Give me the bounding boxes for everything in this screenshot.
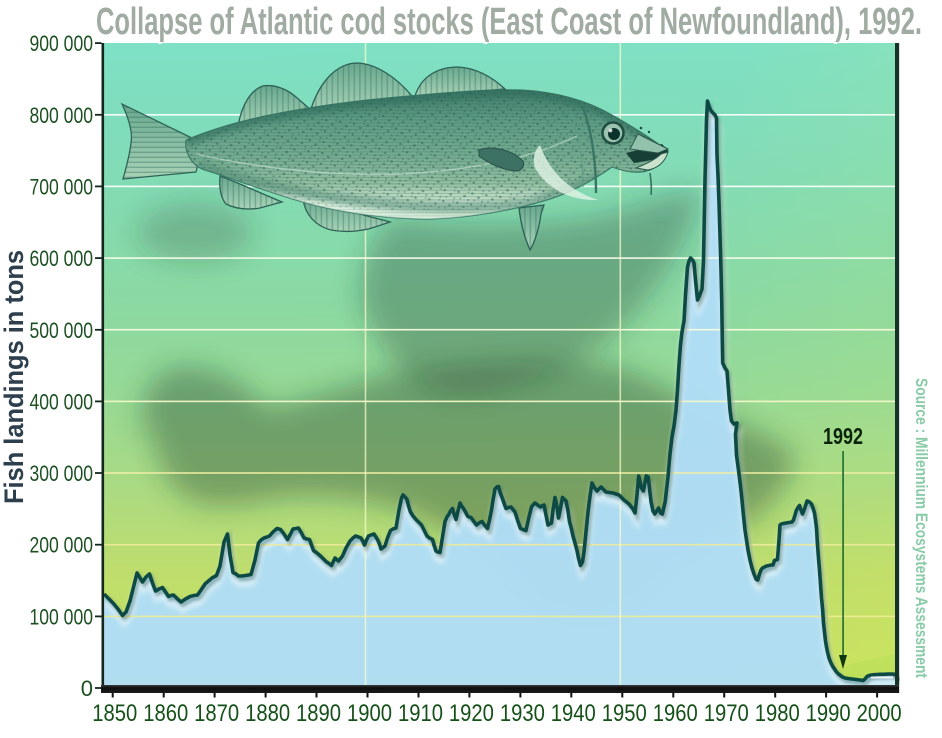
svg-text:1890: 1890 bbox=[296, 700, 341, 727]
svg-text:400 000: 400 000 bbox=[30, 389, 94, 414]
svg-text:1900: 1900 bbox=[347, 700, 392, 727]
svg-text:1860: 1860 bbox=[143, 700, 188, 727]
svg-text:1992: 1992 bbox=[823, 423, 863, 449]
svg-text:1910: 1910 bbox=[398, 700, 443, 727]
svg-text:1980: 1980 bbox=[755, 700, 800, 727]
svg-text:800 000: 800 000 bbox=[30, 103, 94, 128]
svg-text:300 000: 300 000 bbox=[30, 461, 94, 486]
svg-text:200 000: 200 000 bbox=[30, 533, 94, 558]
svg-text:600 000: 600 000 bbox=[30, 246, 94, 271]
svg-text:1950: 1950 bbox=[602, 700, 647, 727]
svg-text:1850: 1850 bbox=[92, 700, 137, 727]
svg-text:1940: 1940 bbox=[551, 700, 596, 727]
svg-text:1880: 1880 bbox=[245, 700, 290, 727]
svg-text:Fish landings in tons: Fish landings in tons bbox=[0, 250, 29, 504]
svg-text:Source : Millennium Ecosystems: Source : Millennium Ecosystems Assessmen… bbox=[912, 378, 931, 678]
svg-text:1930: 1930 bbox=[500, 700, 545, 727]
svg-text:0: 0 bbox=[81, 676, 93, 701]
svg-text:1970: 1970 bbox=[704, 700, 749, 727]
svg-text:100 000: 100 000 bbox=[30, 604, 94, 629]
svg-text:500 000: 500 000 bbox=[30, 318, 94, 343]
svg-text:1960: 1960 bbox=[653, 700, 698, 727]
svg-text:1920: 1920 bbox=[449, 700, 494, 727]
svg-text:Collapse of Atlantic cod stock: Collapse of Atlantic cod stocks (East Co… bbox=[94, 3, 920, 45]
svg-text:Collapse of Atlantic cod stock: Collapse of Atlantic cod stocks (East Co… bbox=[96, 1, 922, 43]
svg-text:900 000: 900 000 bbox=[30, 31, 94, 56]
svg-text:2000: 2000 bbox=[857, 700, 902, 727]
svg-text:1990: 1990 bbox=[806, 700, 851, 727]
svg-text:700 000: 700 000 bbox=[30, 174, 94, 199]
svg-text:1870: 1870 bbox=[194, 700, 239, 727]
